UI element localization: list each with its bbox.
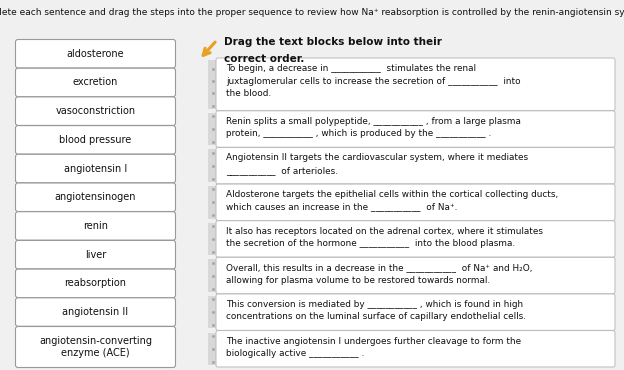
Text: correct order.: correct order. — [224, 54, 305, 64]
FancyBboxPatch shape — [16, 68, 175, 97]
Text: angiotensinogen: angiotensinogen — [55, 192, 136, 202]
FancyBboxPatch shape — [216, 330, 615, 367]
FancyBboxPatch shape — [208, 333, 218, 365]
FancyBboxPatch shape — [16, 326, 175, 367]
FancyBboxPatch shape — [216, 294, 615, 330]
FancyBboxPatch shape — [208, 186, 218, 219]
FancyBboxPatch shape — [208, 60, 218, 109]
FancyBboxPatch shape — [16, 269, 175, 297]
Text: renin: renin — [83, 221, 108, 231]
Text: The inactive angiotensin I undergoes further cleavage to form the
biologically a: The inactive angiotensin I undergoes fur… — [226, 337, 521, 358]
Text: Renin splits a small polypeptide, ___________ , from a large plasma
protein, ___: Renin splits a small polypeptide, ______… — [226, 117, 521, 138]
Text: angiotensin-converting
enzyme (ACE): angiotensin-converting enzyme (ACE) — [39, 336, 152, 358]
FancyBboxPatch shape — [216, 257, 615, 294]
Text: Drag the text blocks below into their: Drag the text blocks below into their — [224, 37, 442, 47]
Text: blood pressure: blood pressure — [59, 135, 132, 145]
FancyBboxPatch shape — [16, 240, 175, 269]
FancyBboxPatch shape — [16, 125, 175, 154]
FancyBboxPatch shape — [216, 58, 615, 111]
Text: To begin, a decrease in ___________  stimulates the renal
juxtaglomerular cells : To begin, a decrease in ___________ stim… — [226, 64, 520, 98]
Text: Complete each sentence and drag the steps into the proper sequence to review how: Complete each sentence and drag the step… — [0, 8, 624, 17]
FancyBboxPatch shape — [216, 148, 615, 184]
FancyBboxPatch shape — [208, 113, 218, 145]
FancyBboxPatch shape — [216, 221, 615, 257]
Text: It also has receptors located on the adrenal cortex, where it stimulates
the sec: It also has receptors located on the adr… — [226, 227, 543, 248]
Text: angiotensin I: angiotensin I — [64, 164, 127, 174]
FancyBboxPatch shape — [16, 212, 175, 240]
FancyBboxPatch shape — [16, 40, 175, 68]
Text: excretion: excretion — [73, 77, 118, 87]
FancyBboxPatch shape — [16, 298, 175, 326]
Text: aldosterone: aldosterone — [67, 49, 124, 59]
Text: liver: liver — [85, 250, 106, 260]
Text: reabsorption: reabsorption — [64, 278, 127, 288]
FancyBboxPatch shape — [208, 259, 218, 292]
Text: vasoconstriction: vasoconstriction — [56, 106, 135, 116]
Text: This conversion is mediated by ___________ , which is found in high
concentratio: This conversion is mediated by _________… — [226, 300, 526, 322]
Text: angiotensin II: angiotensin II — [62, 307, 129, 317]
FancyBboxPatch shape — [16, 97, 175, 125]
FancyBboxPatch shape — [16, 154, 175, 183]
FancyBboxPatch shape — [208, 223, 218, 255]
FancyBboxPatch shape — [16, 183, 175, 212]
FancyBboxPatch shape — [216, 111, 615, 147]
Text: Overall, this results in a decrease in the ___________  of Na⁺ and H₂O,
allowing: Overall, this results in a decrease in t… — [226, 263, 532, 285]
FancyBboxPatch shape — [208, 149, 218, 182]
FancyBboxPatch shape — [208, 296, 218, 329]
FancyBboxPatch shape — [216, 184, 615, 221]
Text: Aldosterone targets the epithelial cells within the cortical collecting ducts,
w: Aldosterone targets the epithelial cells… — [226, 190, 558, 212]
Text: Angiotensin II targets the cardiovascular system, where it mediates
___________ : Angiotensin II targets the cardiovascula… — [226, 154, 528, 175]
